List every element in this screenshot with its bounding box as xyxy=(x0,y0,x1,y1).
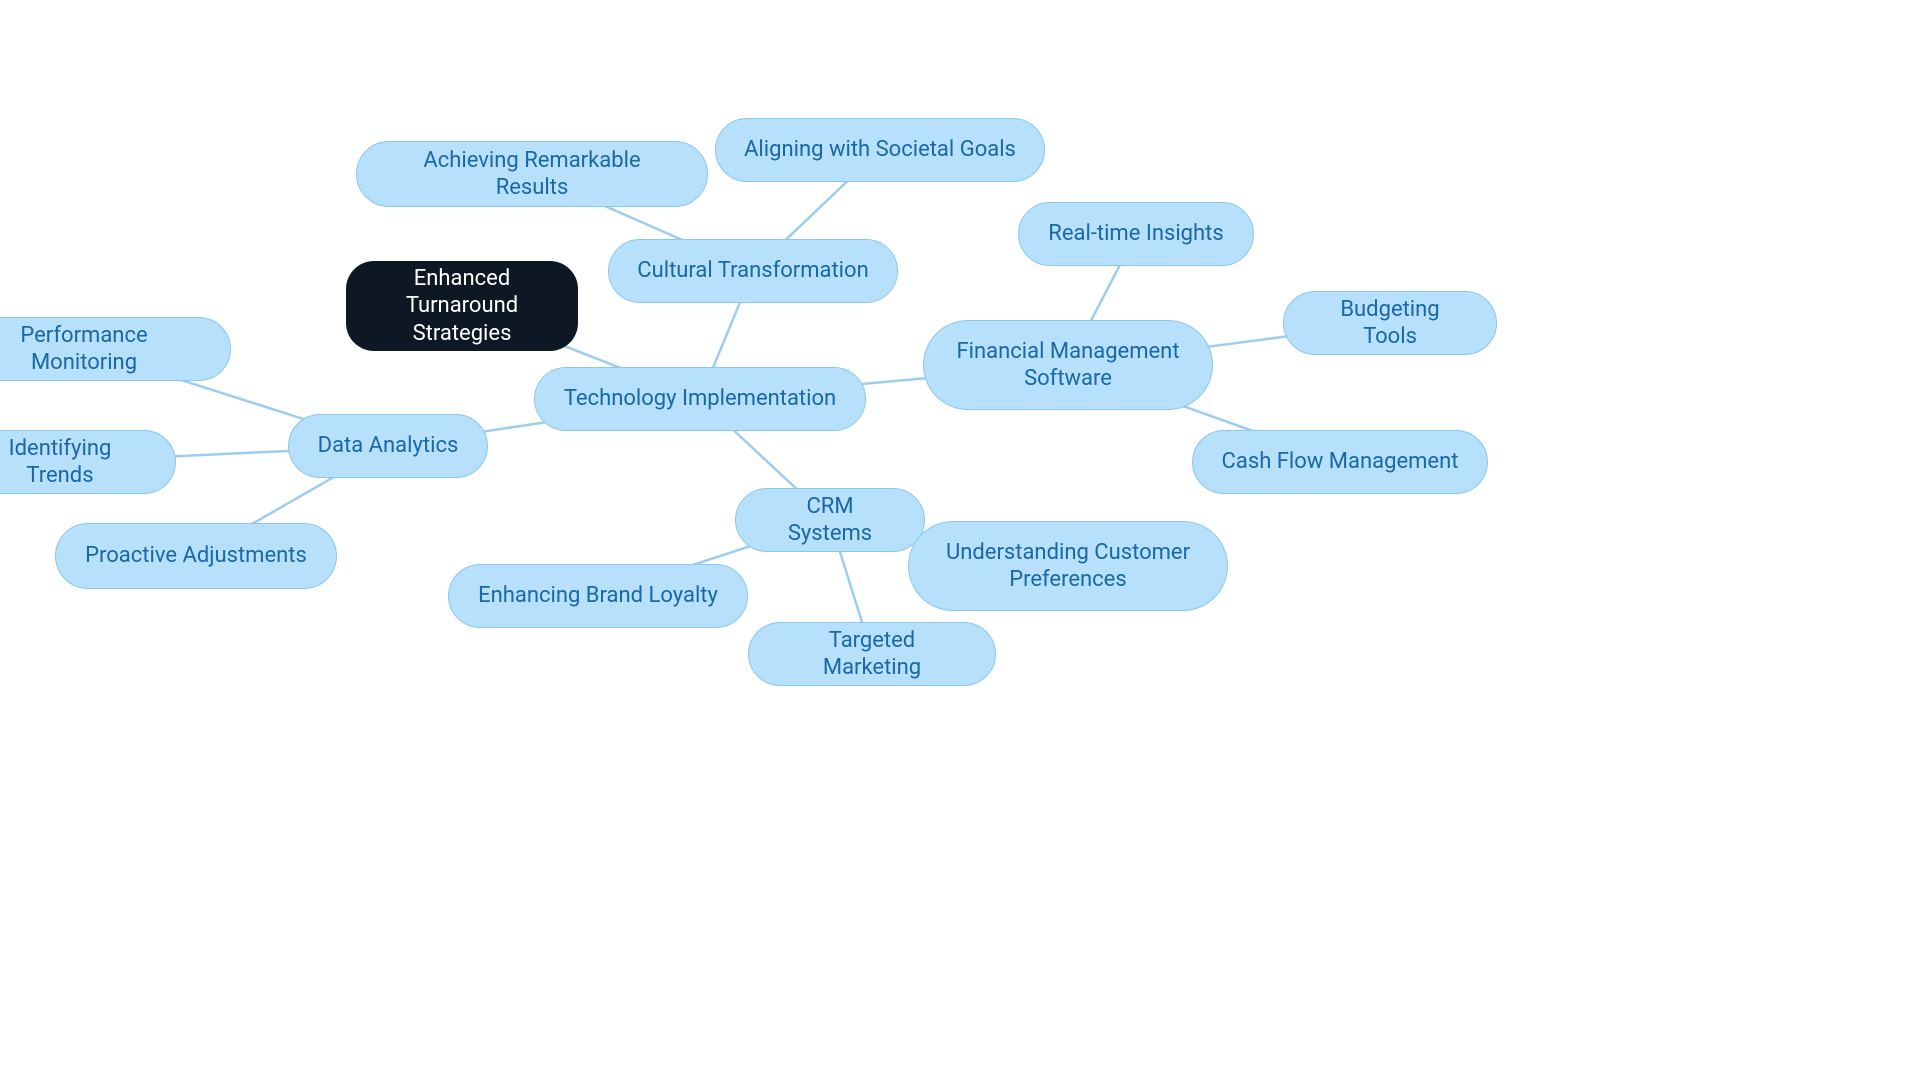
edge-da-perf xyxy=(167,375,317,423)
node-remarkable: Achieving Remarkable Results xyxy=(356,141,708,207)
node-tech: Technology Implementation xyxy=(534,367,866,431)
diagram-canvas: Enhanced Turnaround Strategies Technology… xyxy=(0,0,1920,1083)
edge-cultural-remarkable xyxy=(601,204,688,242)
node-brand: Enhancing Brand Loyalty xyxy=(448,564,748,628)
node-fms: Financial Management Software xyxy=(923,320,1213,410)
node-societal: Aligning with Societal Goals xyxy=(715,118,1045,182)
node-proactive: Proactive Adjustments xyxy=(55,523,337,589)
node-trends: Identifying Trends xyxy=(0,430,176,494)
node-perf: Performance Monitoring xyxy=(0,317,231,381)
node-cultural: Cultural Transformation xyxy=(608,239,898,303)
node-prefs: Understanding Customer Preferences xyxy=(908,521,1228,611)
edge-crm-targeted xyxy=(840,552,862,622)
node-crm: CRM Systems xyxy=(735,488,925,552)
edge-fms-budget xyxy=(1202,336,1292,348)
edge-tech-crm xyxy=(734,430,798,490)
node-root: Enhanced Turnaround Strategies xyxy=(346,261,578,351)
node-cash: Cash Flow Management xyxy=(1192,430,1488,494)
edge-cultural-societal xyxy=(786,181,847,239)
node-rti: Real-time Insights xyxy=(1018,202,1254,266)
edge-da-trends xyxy=(174,451,289,457)
edge-fms-rti xyxy=(1091,266,1119,321)
edge-tech-cultural xyxy=(713,303,740,367)
node-da: Data Analytics xyxy=(288,414,488,478)
edge-da-proactive xyxy=(249,474,339,526)
node-targeted: Targeted Marketing xyxy=(748,622,996,686)
node-budget: Budgeting Tools xyxy=(1283,291,1497,355)
